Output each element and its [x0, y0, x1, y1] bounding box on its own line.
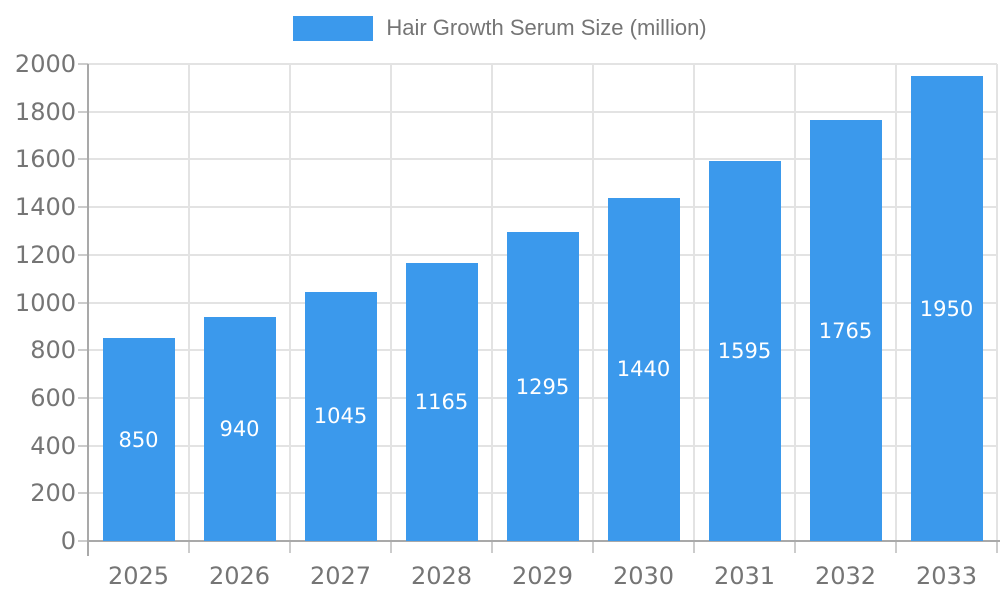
bar-value-label: 1165	[414, 390, 469, 415]
legend-label: Hair Growth Serum Size (million)	[386, 15, 707, 40]
y-gridline	[88, 206, 997, 209]
y-gridline	[88, 63, 997, 65]
x-gridline	[491, 64, 493, 541]
y-gridline	[88, 110, 997, 113]
x-tick	[592, 541, 594, 553]
x-tick	[289, 541, 291, 553]
bar-value-label: 1950	[919, 296, 974, 321]
y-tick	[78, 110, 88, 113]
bar[interactable]	[910, 75, 983, 541]
y-tick-label: 400	[30, 431, 76, 460]
x-gridline	[794, 64, 796, 541]
x-gridline	[289, 64, 291, 541]
y-tick	[78, 301, 88, 304]
y-tick	[78, 396, 88, 399]
y-tick	[78, 492, 88, 495]
chart-legend[interactable]: Hair Growth Serum Size (million)	[0, 15, 1000, 41]
y-tick-label: 1400	[14, 193, 76, 222]
x-tick	[794, 541, 796, 553]
bar-value-label: 1765	[818, 318, 873, 343]
y-tick-label: 0	[60, 527, 76, 555]
x-tick	[895, 541, 897, 553]
x-gridline	[188, 64, 190, 541]
bar[interactable]	[506, 232, 579, 541]
bar[interactable]	[203, 316, 276, 541]
x-tick-label: 2027	[309, 562, 372, 590]
y-tick	[78, 253, 88, 256]
bar[interactable]	[809, 120, 882, 541]
y-tick	[78, 349, 88, 352]
y-gridline	[88, 158, 997, 161]
bar-value-label: 1440	[616, 357, 671, 382]
x-gridline	[996, 64, 998, 541]
y-axis-line	[87, 64, 89, 556]
x-gridline	[592, 64, 594, 541]
x-tick-label: 2025	[107, 562, 170, 590]
y-tick-label: 2000	[14, 50, 76, 78]
x-axis-line	[88, 540, 1000, 542]
y-tick-label: 200	[30, 479, 76, 508]
x-tick	[693, 541, 695, 553]
x-tick	[996, 541, 998, 553]
bar-value-label: 1295	[515, 374, 570, 399]
x-tick-label: 2032	[814, 562, 877, 590]
x-tick	[188, 541, 190, 553]
x-gridline	[390, 64, 392, 541]
x-gridline	[895, 64, 897, 541]
y-tick-label: 600	[30, 383, 76, 412]
x-tick	[491, 541, 493, 553]
y-tick	[78, 63, 88, 65]
y-tick	[78, 158, 88, 161]
bar-value-label: 940	[219, 416, 260, 441]
y-tick-label: 800	[30, 336, 76, 365]
y-tick-label: 1800	[14, 97, 76, 126]
y-tick	[78, 540, 88, 542]
bar[interactable]	[607, 197, 680, 541]
bar[interactable]	[405, 263, 478, 541]
bar-value-label: 1045	[313, 404, 368, 429]
bar[interactable]	[304, 291, 377, 541]
legend-swatch[interactable]	[293, 15, 374, 41]
y-tick	[78, 444, 88, 447]
bar[interactable]	[708, 160, 781, 541]
x-tick-label: 2033	[915, 562, 978, 590]
x-tick-label: 2029	[511, 562, 574, 590]
x-tick-label: 2031	[713, 562, 776, 590]
x-tick-label: 2026	[208, 562, 271, 590]
y-tick-label: 1200	[14, 240, 76, 269]
y-tick	[78, 206, 88, 209]
x-tick	[390, 541, 392, 553]
bar-value-label: 850	[118, 427, 159, 452]
x-tick-label: 2030	[612, 562, 675, 590]
y-tick-label: 1000	[14, 288, 76, 317]
bar[interactable]	[102, 338, 175, 541]
x-gridline	[693, 64, 695, 541]
bar-value-label: 1595	[717, 338, 772, 363]
x-tick-label: 2028	[410, 562, 473, 590]
y-tick-label: 1600	[14, 145, 76, 174]
